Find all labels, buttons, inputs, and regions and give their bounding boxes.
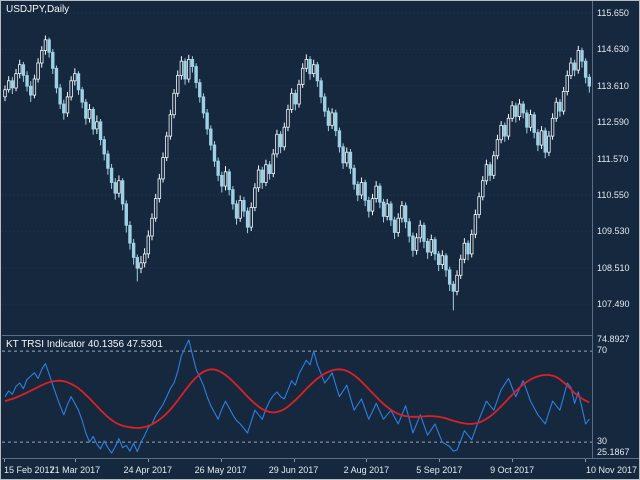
time-axis-tick <box>366 459 368 462</box>
price-axis-label: 114.630 <box>597 44 629 54</box>
trsi-line-trsi <box>4 339 590 454</box>
price-axis-label: 112.590 <box>597 117 629 127</box>
price-chart-panel[interactable]: USDJPY,Daily <box>2 1 592 335</box>
time-axis-label: 15 Feb 2017 <box>4 465 55 475</box>
indicator-canvas <box>2 339 592 454</box>
time-axis-tick <box>147 459 149 462</box>
price-axis-label: 109.530 <box>597 226 630 236</box>
price-axis[interactable]: 115.650 114.630 113.610 112.590 111.570 110.5… <box>592 1 639 458</box>
indicator-label: KT TRSI Indicator 40.1356 47.5301 <box>6 339 163 350</box>
time-axis-tick <box>585 459 586 462</box>
price-axis-label: 108.510 <box>597 263 630 273</box>
time-axis-label: 26 May 2017 <box>194 465 247 475</box>
indicator-panel[interactable]: KT TRSI Indicator 40.1356 47.5301 <box>2 335 592 458</box>
price-axis-label: 107.490 <box>597 299 630 309</box>
symbol-timeframe-label: USDJPY,Daily <box>6 4 70 15</box>
indicator-axis-label: 25.1867 <box>597 447 630 457</box>
time-axis-tick <box>74 459 76 462</box>
price-axis-label: 115.650 <box>597 8 629 18</box>
price-gridlines <box>2 12 592 305</box>
time-axis-tick <box>4 459 5 462</box>
time-axis-label: 24 Apr 2017 <box>123 465 173 475</box>
time-axis-tick <box>439 459 441 462</box>
price-axis-label: 111.570 <box>597 154 629 164</box>
time-axis-tick <box>512 459 514 462</box>
price-axis-label: 110.550 <box>597 190 629 200</box>
indicator-axis-label: 30 <box>597 436 608 446</box>
time-axis-label: 29 Jun 2017 <box>268 465 319 475</box>
price-axis-label: 113.610 <box>597 81 629 91</box>
candles <box>3 35 592 311</box>
time-axis-label: 2 Aug 2017 <box>343 465 390 475</box>
time-axis-tick <box>220 459 222 462</box>
indicator-axis-label: 70 <box>597 345 608 355</box>
time-axis-tick <box>293 459 295 462</box>
candlestick-canvas <box>2 12 592 311</box>
time-axis-label: 9 Oct 2017 <box>490 465 535 475</box>
time-axis[interactable]: 15 Feb 2017 21 Mar 2017 24 Apr 2017 26 May … <box>2 458 639 479</box>
time-axis-label: 5 Sep 2017 <box>416 465 463 475</box>
time-axis-label: 21 Mar 2017 <box>49 465 101 475</box>
time-axis-label: 10 Nov 2017 <box>585 465 637 475</box>
indicator-axis-label: 74.8927 <box>597 334 630 344</box>
trsi-line-signal <box>4 368 590 429</box>
